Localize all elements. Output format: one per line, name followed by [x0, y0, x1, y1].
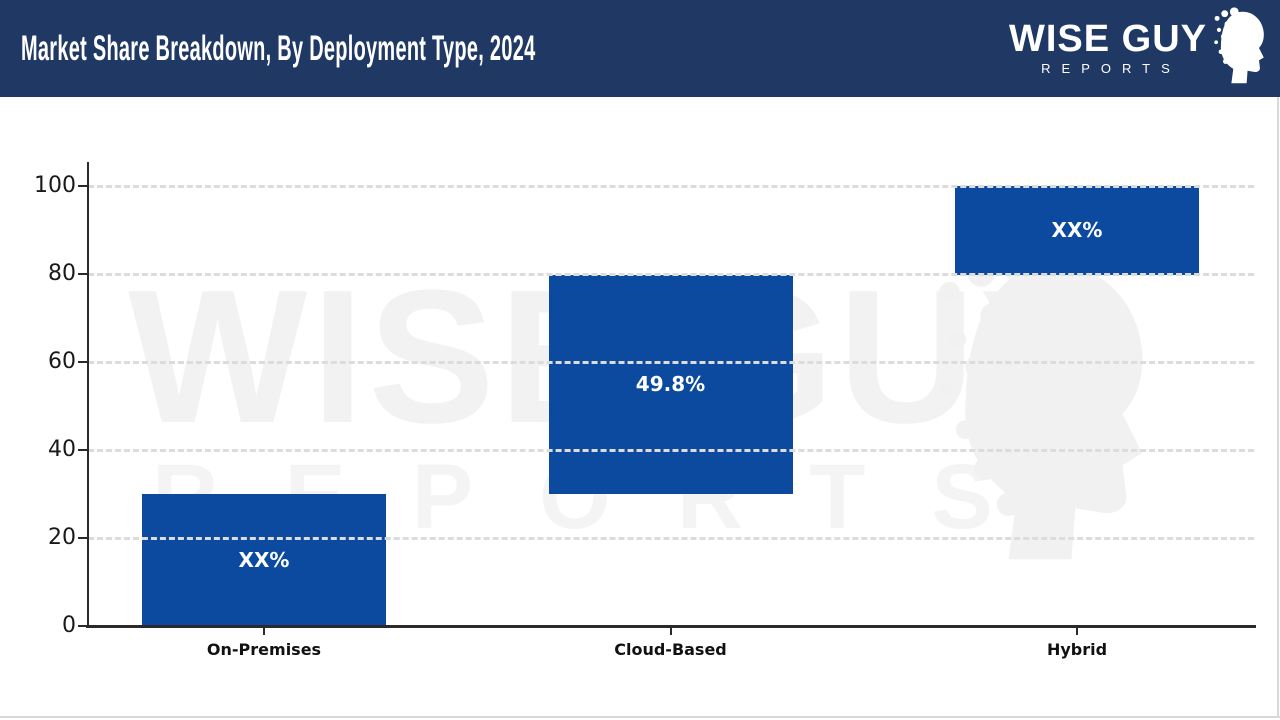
gridline-y-40 [88, 449, 1254, 452]
watermark-head-icon [937, 246, 1143, 560]
x-tick-mark-2 [1076, 628, 1078, 635]
y-tick-mark-80 [78, 273, 88, 275]
x-tick-mark-1 [669, 628, 672, 635]
gridline-y-20 [88, 537, 1254, 540]
gridline-y-60 [88, 361, 1254, 364]
y-tick-mark-60 [78, 361, 88, 363]
y-tick-label-100: 100 [34, 173, 76, 198]
bar-on-premises: XX% [142, 494, 386, 626]
header-bar: Market Share Breakdown, By Deployment Ty… [0, 0, 1280, 97]
bar-value-label: 49.8% [635, 372, 706, 397]
y-tick-mark-0 [78, 625, 88, 627]
x-category-label-1: Cloud-Based [614, 640, 727, 659]
y-axis-line [87, 162, 89, 628]
bar-value-label: XX% [1051, 218, 1103, 243]
x-axis-line [86, 625, 1256, 628]
x-category-label-2: Hybrid [1046, 640, 1108, 659]
y-tick-label-60: 60 [48, 349, 76, 374]
gridline-y-100 [88, 185, 1254, 188]
bottom-border-line [0, 716, 1280, 718]
bar-cloud-based: 49.8% [548, 274, 793, 494]
wise-guy-reports-logo: WISE GUY REPORTS [1009, 7, 1268, 87]
logo-wise-guy-text: WISE GUY [1008, 18, 1207, 60]
y-tick-label-80: 80 [48, 261, 76, 286]
logo-head-icon [1214, 7, 1264, 84]
gridline-y-80 [88, 273, 1254, 276]
y-tick-mark-100 [78, 185, 88, 187]
x-category-label-0: On-Premises [206, 640, 322, 659]
bar-value-label: XX% [238, 548, 290, 572]
y-tick-label-0: 0 [62, 613, 76, 638]
bar-hybrid: XX% [955, 186, 1199, 275]
logo-reports-text: REPORTS [1041, 61, 1181, 76]
y-tick-mark-20 [78, 537, 88, 539]
right-border-line [1277, 97, 1279, 718]
y-tick-label-40: 40 [48, 437, 76, 462]
y-tick-mark-40 [78, 449, 88, 451]
logo-text: WISE GUY REPORTS [1009, 18, 1207, 76]
page-title: Market Share Breakdown, By Deployment Ty… [21, 29, 536, 68]
x-tick-mark-0 [263, 628, 265, 635]
y-tick-label-20: 20 [48, 525, 76, 550]
